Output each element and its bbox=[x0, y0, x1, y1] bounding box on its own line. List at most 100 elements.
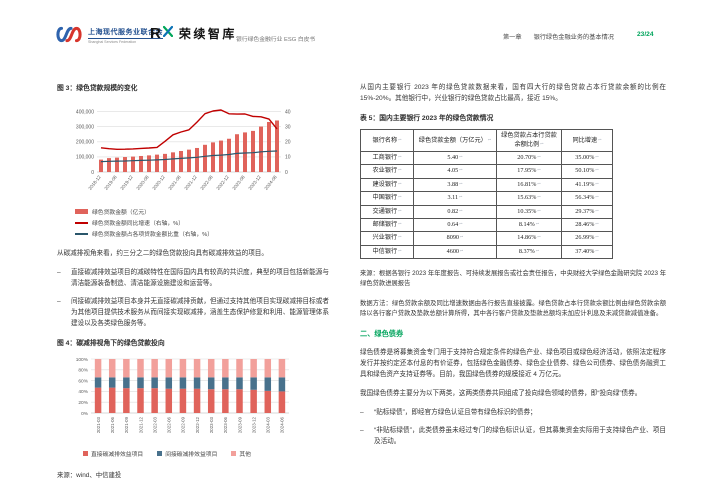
bullet-item: – 间接碳减排效益项目本身并无直接碳减排贡献，但通过支持其他项目实现碳减排目标或者… bbox=[57, 296, 329, 330]
svg-text:200,000: 200,000 bbox=[76, 140, 94, 146]
table-cell: 4.05 bbox=[413, 164, 497, 179]
legend-item: 直接碳减排效益项目 bbox=[83, 449, 143, 458]
bullet-text: “非贴标绿债”，此类债券虽未经过专门的绿色标识认证，但其募集资金实际用于支持绿色… bbox=[374, 426, 666, 445]
svg-text:2024-06: 2024-06 bbox=[263, 174, 278, 191]
figure3-legend: 绿色贷款金额（亿元） 绿色贷款金额同比增速（右轴，%） 绿色贷款金额占各项贷款金额比… bbox=[75, 207, 329, 238]
svg-text:100%: 100% bbox=[76, 357, 89, 363]
brand-logo: R 荣续智库 bbox=[150, 24, 237, 42]
table-header-cell: 银行名称 bbox=[360, 129, 414, 153]
svg-text:2022-12: 2022-12 bbox=[215, 174, 230, 191]
table-cell: 0.82 bbox=[413, 204, 497, 219]
table-row: 兴业银行809014.86%26.99% bbox=[360, 231, 613, 246]
table-row: 建设银行3.8816.81%41.19% bbox=[360, 177, 613, 193]
table-row: 中国银行3.1115.63%56.34% bbox=[360, 191, 613, 206]
svg-text:2024-06: 2024-06 bbox=[280, 417, 285, 434]
table-cell: 10.35% bbox=[496, 204, 562, 219]
table-cell: 农业银行 bbox=[360, 164, 414, 179]
svg-text:2022-12: 2022-12 bbox=[195, 417, 200, 434]
svg-text:2022-06: 2022-06 bbox=[199, 174, 214, 191]
bullet-item: – “贴标绿债”，即经官方绿色认证且带有绿色标识的债券； bbox=[360, 407, 666, 418]
brand-name: 荣续智库 bbox=[178, 26, 237, 41]
svg-text:2023-12: 2023-12 bbox=[247, 174, 262, 191]
svg-text:2024-03: 2024-03 bbox=[266, 417, 271, 434]
table-cell: 20.70% bbox=[496, 151, 562, 166]
svg-text:80%: 80% bbox=[78, 368, 88, 374]
section-heading-green-bonds: 二、绿色债券 bbox=[360, 328, 404, 338]
table5-title: 表 5：国内主要银行 2023 年的绿色贷款情况 bbox=[360, 115, 494, 123]
left-column: 图 3：绿色贷款规模的变化 0 100,000 200,000 300,000 400,… bbox=[57, 82, 329, 479]
table-cell: 50.10% bbox=[561, 164, 613, 179]
svg-text:2023-06: 2023-06 bbox=[231, 174, 246, 191]
legend-label: 其他 bbox=[239, 452, 251, 459]
svg-text:2022-09: 2022-09 bbox=[181, 417, 186, 434]
table-cell: 邮储银行 bbox=[360, 217, 414, 233]
table-cell: 28.46% bbox=[561, 217, 613, 233]
svg-text:60%: 60% bbox=[78, 379, 88, 385]
bullet-item: – “非贴标绿债”，此类债券虽未经过专门的绿色标识认证，但其募集资金实际用于支持绿… bbox=[360, 425, 666, 447]
table-cell: 41.19% bbox=[561, 177, 613, 193]
table-cell: 35.00% bbox=[561, 151, 613, 166]
svg-text:100,000: 100,000 bbox=[76, 155, 94, 161]
legend-label: 绿色贷款金额同比增速（右轴，%） bbox=[92, 221, 185, 227]
table-source-note: 来源：根据各银行 2023 年年度报告、可持续发展报告或社会责任报告，中央财经大… bbox=[360, 270, 666, 288]
svg-text:2023-03: 2023-03 bbox=[209, 417, 214, 434]
legend-item: 间接碳减排效益项目 bbox=[157, 449, 217, 458]
table-cell: 工商银行 bbox=[360, 151, 414, 166]
table5: 银行名称绿色贷款金额（万亿元）绿色贷款占本行贷款余额比例同比增速工商银行5.40… bbox=[360, 129, 613, 260]
bullet-item: – 直接碳减排效益项目的减碳特性在国际国内具有较高的共识度，典型的项目包括新能源与… bbox=[57, 267, 329, 289]
bullet-dash: – bbox=[360, 426, 364, 434]
bullet-dash: – bbox=[360, 409, 364, 417]
svg-text:2021-03: 2021-03 bbox=[96, 417, 101, 434]
legend-swatch bbox=[75, 209, 88, 214]
bullet-list: – “贴标绿债”，即经官方绿色认证且带有绿色标识的债券； – “非贴标绿债”，此类债券… bbox=[360, 407, 666, 447]
table-cell: 14.86% bbox=[496, 231, 562, 246]
brand-x-icon bbox=[162, 24, 173, 42]
table-cell: 37.40% bbox=[561, 244, 613, 260]
legend-label: 间接碳减排效益项目 bbox=[165, 452, 218, 459]
table-cell: 8.37% bbox=[496, 244, 562, 260]
table-cell: 5.40 bbox=[413, 151, 497, 166]
table-cell: 兴业银行 bbox=[360, 231, 414, 246]
table-cell: 56.34% bbox=[561, 191, 613, 206]
table-header-cell: 同比增速 bbox=[561, 129, 613, 153]
org-name-cn: 上海现代服务业联合会 bbox=[88, 29, 163, 37]
svg-text:2021-06: 2021-06 bbox=[110, 417, 115, 434]
intro-paragraph: 从国内主要银行 2023 年的绿色贷款数据来看，国有四大行的绿色贷款占本行贷款余… bbox=[360, 84, 666, 103]
table-cell: 29.37% bbox=[561, 204, 613, 219]
svg-text:0%: 0% bbox=[81, 411, 89, 417]
svg-text:0: 0 bbox=[91, 170, 94, 176]
svg-text:40: 40 bbox=[285, 109, 291, 115]
legend-label: 绿色贷款金额占各项贷款金额比重（右轴，%） bbox=[92, 232, 214, 238]
brand-mark: R bbox=[150, 24, 161, 42]
table-row: 农业银行4.0517.95%50.10% bbox=[360, 164, 613, 179]
page-number: 23/24 bbox=[637, 31, 654, 38]
svg-text:2021-12: 2021-12 bbox=[138, 417, 143, 434]
method-note: 数据方法：绿色贷款余额及同比增速数据由各行报告直接披露。绿色贷款占本行贷款余额比… bbox=[360, 299, 666, 318]
legend-swatch bbox=[83, 451, 88, 457]
chapter-breadcrumb: 第一章 银行绿色金融业务的基本情况 bbox=[503, 32, 614, 41]
table-cell: 中国银行 bbox=[360, 191, 414, 206]
table-header-cell: 绿色贷款占本行贷款余额比例 bbox=[496, 129, 562, 153]
bullet-list: – 直接碳减排效益项目的减碳特性在国际国内具有较高的共识度，典型的项目包括新能源与… bbox=[57, 267, 329, 329]
table-row: 邮储银行0.648.14%28.46% bbox=[360, 217, 613, 233]
svg-text:2022-03: 2022-03 bbox=[152, 417, 157, 434]
table-cell: 3.88 bbox=[413, 177, 497, 193]
right-column: 从国内主要银行 2023 年的绿色贷款数据来看，国有四大行的绿色贷款占本行贷款余… bbox=[360, 82, 666, 455]
bullet-text: 直接碳减排效益项目的减碳特性在国际国内具有较高的共识度，典型的项目包括新能源与清… bbox=[71, 269, 329, 288]
table-cell: 16.81% bbox=[496, 177, 562, 193]
svg-text:2018-12: 2018-12 bbox=[87, 174, 102, 191]
paragraph: 我国绿色债券主要分为以下两类，这两类债券共同组成了投向绿色领域的债券，即“投向绿… bbox=[360, 390, 642, 398]
figure3-title: 图 3：绿色贷款规模的变化 bbox=[57, 85, 138, 92]
table-row: 交通银行0.8210.35%29.37% bbox=[360, 204, 613, 219]
table-cell: 26.99% bbox=[561, 231, 613, 246]
svg-text:2021-12: 2021-12 bbox=[183, 174, 198, 191]
paragraph: 从碳减排视角来看，约三分之二的绿色贷款投向具有碳减排效益的项目。 bbox=[57, 250, 268, 257]
chapter-title: 银行绿色金融业务的基本情况 bbox=[533, 34, 614, 41]
svg-text:0: 0 bbox=[285, 170, 288, 176]
figure3-chart: 0 100,000 200,000 300,000 400,000 0 10 20 30 40 20… bbox=[76, 109, 291, 191]
table-cell: 4600 bbox=[413, 244, 497, 260]
svg-text:400,000: 400,000 bbox=[76, 109, 94, 115]
legend-item: 绿色贷款金额同比增速（右轴，%） bbox=[75, 218, 329, 227]
svg-text:2022-06: 2022-06 bbox=[167, 417, 172, 434]
